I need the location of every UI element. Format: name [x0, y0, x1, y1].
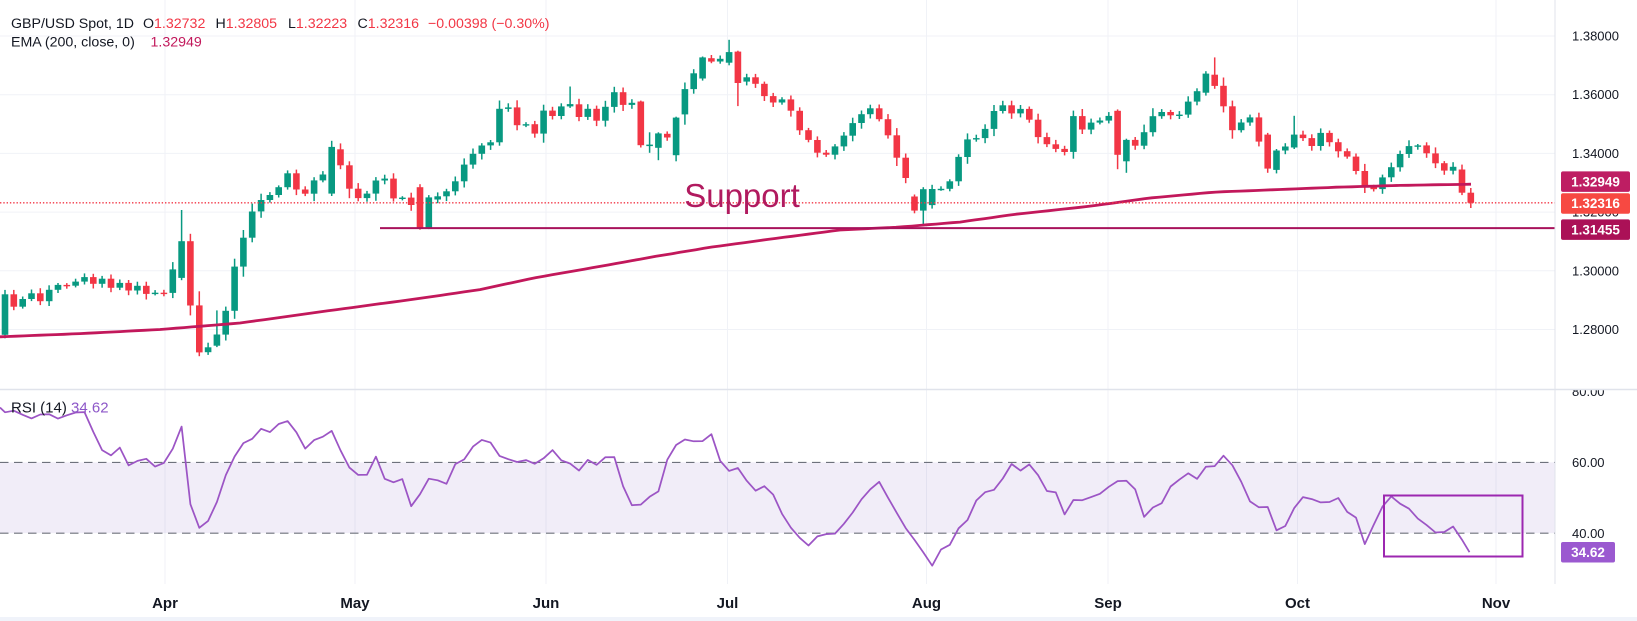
svg-text:−0.00398 (−0.30%): −0.00398 (−0.30%)	[428, 16, 549, 32]
svg-text:Sep: Sep	[1094, 595, 1122, 612]
svg-text:40.00: 40.00	[1572, 526, 1605, 541]
svg-text:L1.32223: L1.32223	[288, 16, 347, 32]
svg-text:Apr: Apr	[152, 595, 178, 612]
svg-text:1.32949: 1.32949	[151, 35, 202, 51]
svg-text:1.32316: 1.32316	[1571, 196, 1620, 211]
svg-text:H1.32805: H1.32805	[216, 16, 278, 32]
svg-text:1.36000: 1.36000	[1572, 87, 1619, 102]
svg-text:Jun: Jun	[533, 595, 560, 612]
svg-text:1.30000: 1.30000	[1572, 263, 1619, 278]
svg-text:34.62: 34.62	[71, 400, 109, 417]
svg-text:RSI (14): RSI (14)	[11, 400, 67, 417]
svg-text:1.31455: 1.31455	[1571, 222, 1620, 237]
svg-text:Oct: Oct	[1285, 595, 1310, 612]
svg-text:1.34000: 1.34000	[1572, 146, 1619, 161]
svg-text:May: May	[340, 595, 370, 612]
svg-text:EMA (200, close, 0): EMA (200, close, 0)	[11, 35, 135, 51]
svg-text:Jul: Jul	[717, 595, 739, 612]
svg-text:34.62: 34.62	[1571, 545, 1605, 560]
svg-text:80.00: 80.00	[1572, 384, 1605, 399]
svg-text:1.38000: 1.38000	[1572, 29, 1619, 44]
svg-text:Nov: Nov	[1482, 595, 1511, 612]
svg-text:1.32949: 1.32949	[1571, 174, 1620, 189]
svg-text:Aug: Aug	[912, 595, 941, 612]
svg-text:Support: Support	[684, 177, 800, 214]
svg-text:C1.32316: C1.32316	[358, 16, 420, 32]
svg-text:1.28000: 1.28000	[1572, 322, 1619, 337]
svg-text:GBP/USD Spot, 1D: GBP/USD Spot, 1D	[11, 16, 134, 32]
svg-text:O1.32732: O1.32732	[143, 16, 205, 32]
svg-text:60.00: 60.00	[1572, 455, 1605, 470]
